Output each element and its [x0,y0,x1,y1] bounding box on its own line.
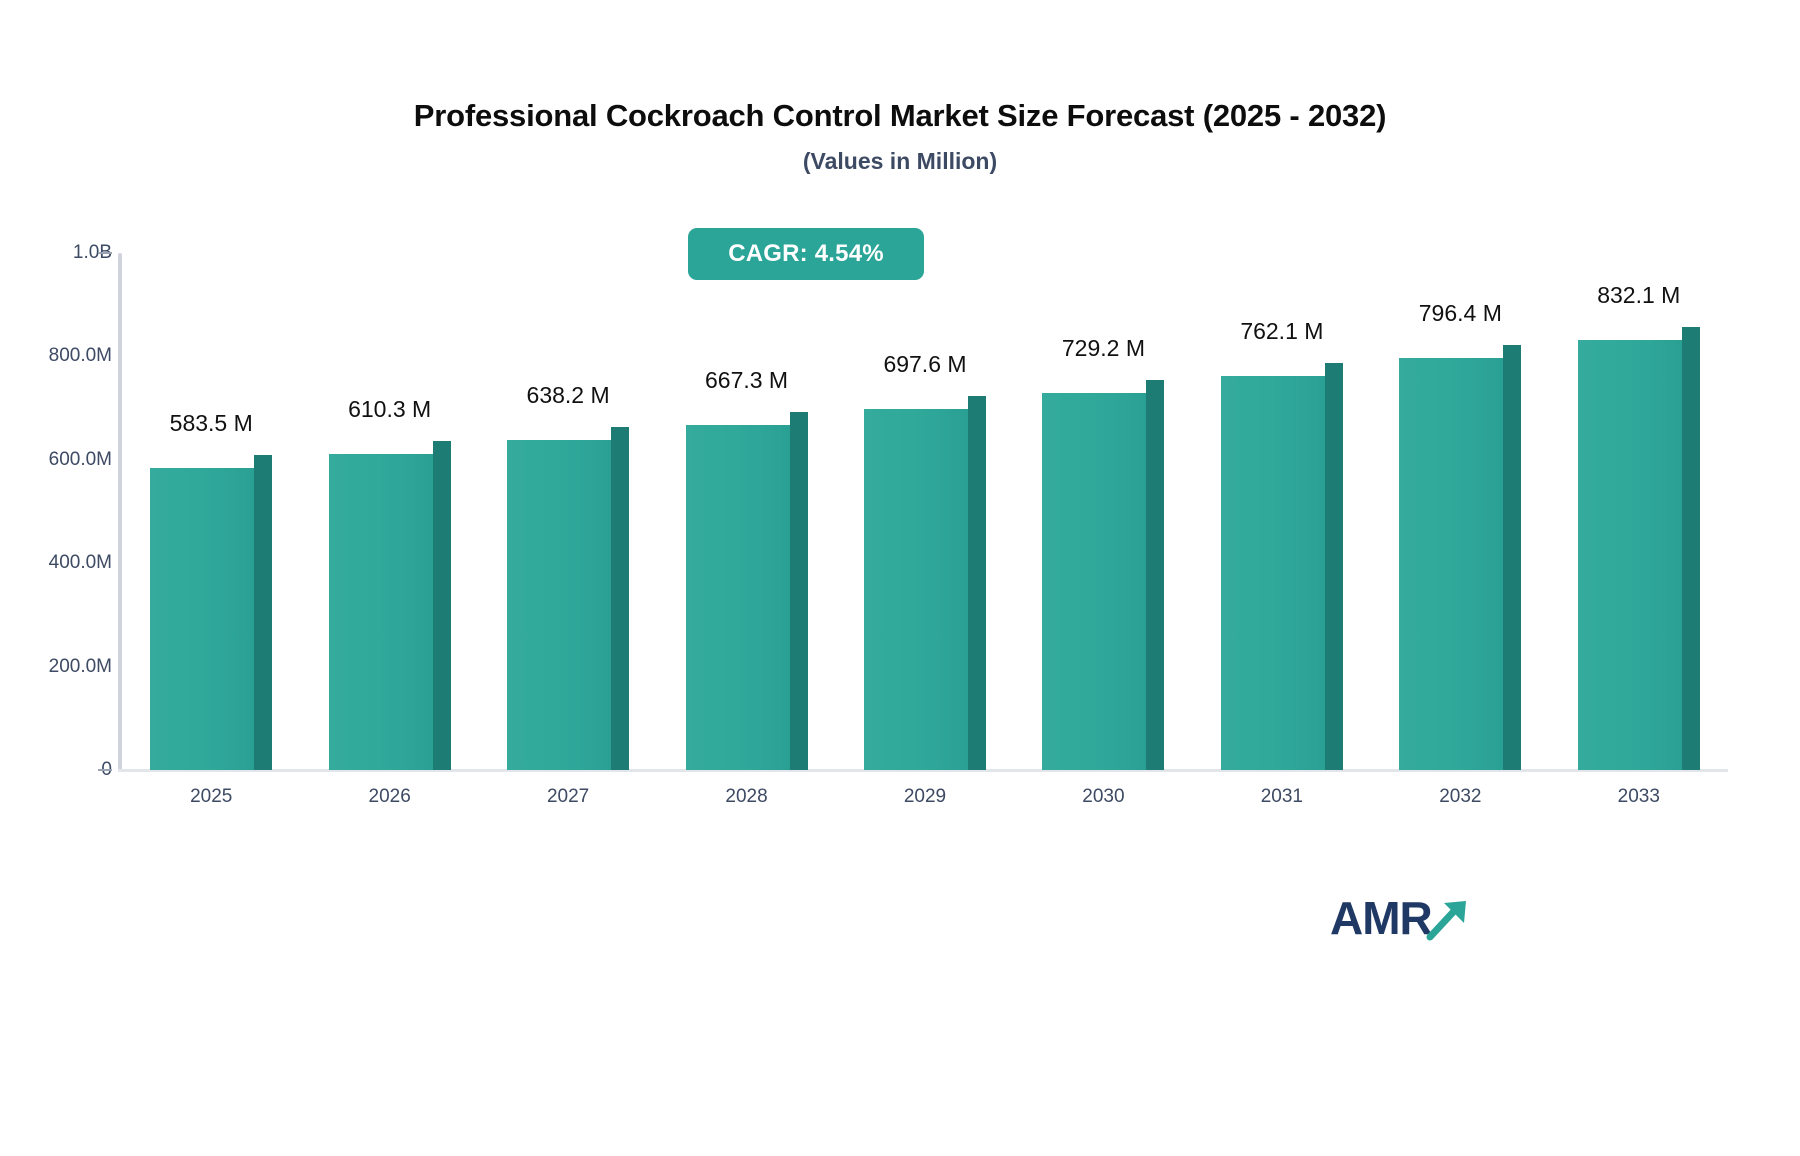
y-tick-label: 1.0B [72,242,112,263]
bar[interactable] [1220,362,1343,770]
bar-side-face [254,455,273,770]
y-tick-label: 400.0M [48,552,112,574]
bar-side-face [1681,326,1700,770]
bar[interactable] [1399,345,1522,770]
bar-side-face [432,441,451,770]
x-tick-label: 2028 [725,786,768,807]
amr-logo: AMR [1330,895,1472,941]
y-tick-label: 800.0M [48,345,112,367]
bar[interactable] [1042,380,1165,770]
bar-front-face [685,425,790,770]
cagr-badge: CAGR: 4.54% [688,228,924,280]
bar-side-face [1503,345,1522,770]
bar-side-face [968,396,986,770]
bar[interactable] [1577,326,1700,770]
x-tick-label: 2033 [1617,786,1660,807]
bar-value-label: 832.1 M [1597,281,1681,308]
bar[interactable] [150,455,273,770]
y-axis-line [118,253,122,770]
x-tick-label: 2031 [1260,786,1304,807]
bar-front-face [328,454,433,770]
bar-side-face [789,412,808,770]
x-tick-label: 2030 [1082,786,1125,807]
x-axis-line [118,769,1728,772]
bar-value-label: 583.5 M [169,410,253,437]
bar[interactable] [507,427,630,770]
bar-value-label: 796.4 M [1418,300,1502,327]
bar-front-face [150,468,255,770]
growth-arrow-icon [1426,897,1472,941]
y-tick-label: 0 [12,759,112,781]
bar-front-face [1399,358,1504,770]
bar-value-label: 610.3 M [348,396,432,423]
y-tick-mark [98,252,112,254]
bar-front-face [864,409,968,770]
y-tick-label: 600.0M [48,448,112,470]
x-tick-label: 2025 [190,786,233,807]
bar[interactable] [864,396,986,770]
y-tick-mark [98,769,112,771]
bar-side-face [1146,380,1165,770]
logo-text: AMR [1330,892,1433,944]
bar-value-label: 667.3 M [704,367,789,393]
bar-value-label: 762.1 M [1240,317,1324,344]
chart-title: Professional Cockroach Control Market Si… [413,98,1387,133]
bar-front-face [1577,339,1682,770]
x-tick-label: 2032 [1439,786,1482,807]
bar-front-face [1220,375,1325,770]
bar-side-face [611,427,630,770]
bar-value-label: 697.6 M [883,351,967,378]
bar-front-face [507,440,612,770]
bar[interactable] [328,441,451,770]
x-tick-label: 2027 [546,786,590,807]
x-tick-label: 2029 [903,786,947,807]
y-tick-label: 200.0M [48,655,112,677]
bar-value-label: 729.2 M [1061,335,1145,361]
bar-side-face [1324,362,1343,770]
x-tick-label: 2026 [368,786,411,807]
chart-subtitle: (Values in Million) [802,148,998,174]
bar-front-face [1042,393,1147,770]
bar-value-label: 638.2 M [526,382,610,409]
bar[interactable] [685,412,808,770]
